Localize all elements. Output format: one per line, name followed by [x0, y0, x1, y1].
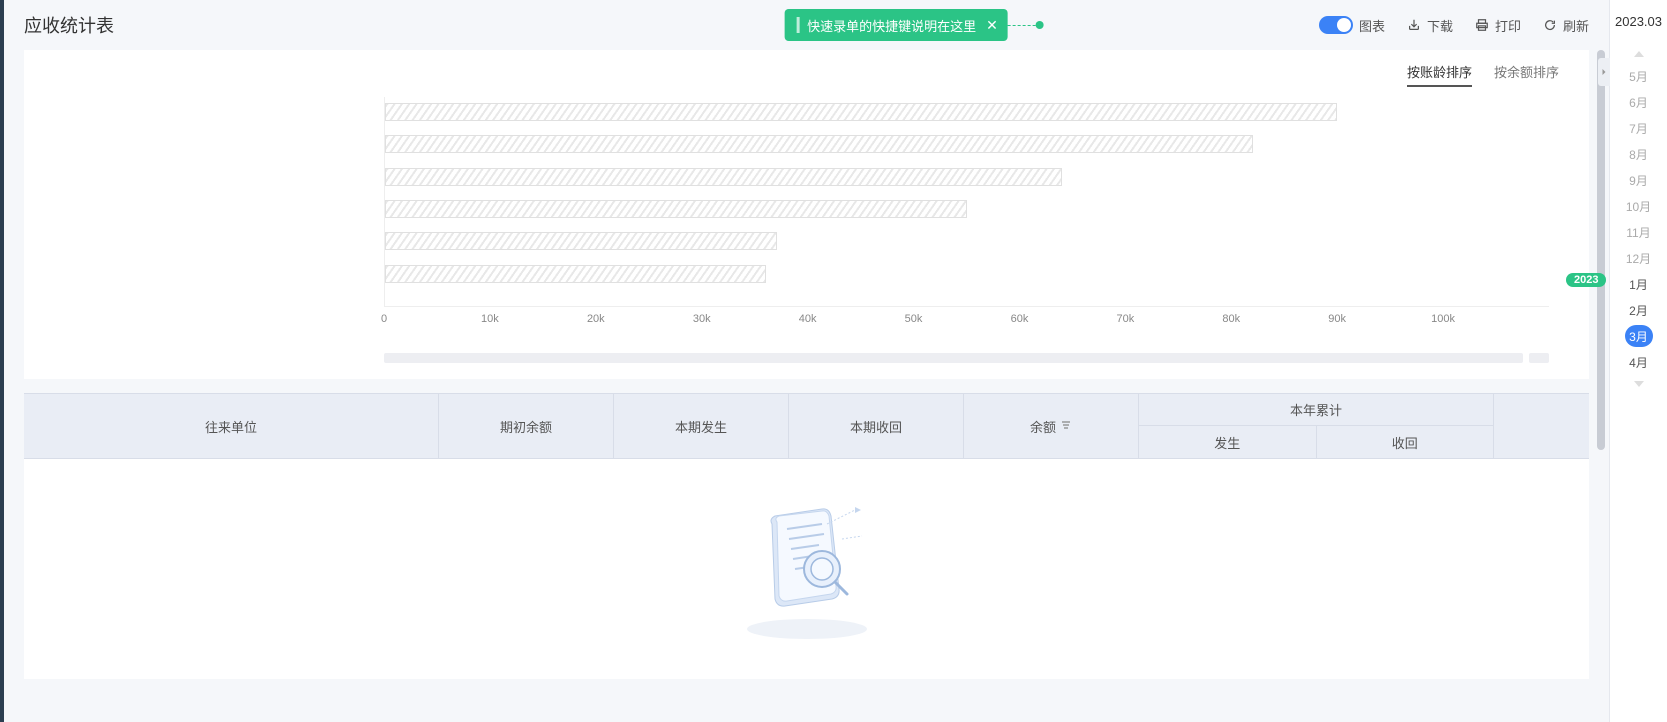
tip-accent-bar: [796, 17, 799, 33]
th-opening-balance[interactable]: 期初余额: [439, 394, 614, 458]
th-year-occur[interactable]: 发生: [1139, 426, 1317, 458]
collapse-panel-button[interactable]: [1598, 58, 1610, 86]
chart-card: 按账龄排序 按余额排序 0 10k 20k 30k 40k 50k 60k 70k 80k 90k…: [24, 50, 1589, 379]
x-axis-tick: 40k: [799, 313, 817, 325]
month-item[interactable]: 12月: [1625, 247, 1653, 269]
sort-icon[interactable]: [1060, 419, 1072, 434]
month-item[interactable]: 9月: [1625, 169, 1653, 191]
sort-by-age-tab[interactable]: 按账龄排序: [1407, 62, 1472, 87]
chart-bar[interactable]: [385, 103, 1337, 121]
bar-chart: 0 10k 20k 30k 40k 50k 60k 70k 80k 90k 100k: [24, 97, 1589, 337]
empty-illustration: [727, 494, 887, 644]
th-period-occur[interactable]: 本期发生: [614, 394, 789, 458]
print-button[interactable]: 打印: [1475, 16, 1521, 35]
sort-by-balance-tab[interactable]: 按余额排序: [1494, 62, 1559, 87]
chart-toggle[interactable]: [1319, 16, 1353, 34]
th-year-receive[interactable]: 收回: [1317, 426, 1494, 458]
download-button[interactable]: 下载: [1407, 16, 1453, 35]
slider-track[interactable]: [384, 353, 1523, 363]
month-item[interactable]: 7月: [1625, 117, 1653, 139]
download-label: 下载: [1427, 16, 1453, 35]
chart-bar[interactable]: [385, 200, 967, 218]
current-period-label: 2023.03: [1615, 0, 1662, 43]
tip-text: 快速录单的快捷键说明在这里: [807, 16, 976, 35]
empty-state: [24, 459, 1589, 679]
th-unit[interactable]: 往来单位: [24, 394, 439, 458]
page-title: 应收统计表: [24, 12, 114, 38]
close-icon[interactable]: ✕: [986, 18, 998, 32]
month-item[interactable]: 10月: [1625, 195, 1653, 217]
th-year-group: 本年累计 发生 收回: [1139, 394, 1494, 458]
x-axis-tick: 20k: [587, 313, 605, 325]
month-item[interactable]: 11月: [1625, 221, 1653, 243]
header-toolbar: 图表 下载: [1319, 16, 1589, 35]
x-axis-tick: 90k: [1328, 313, 1346, 325]
x-axis-tick: 70k: [1116, 313, 1134, 325]
month-item[interactable]: 6月: [1625, 91, 1653, 113]
year-badge: 2023: [1566, 273, 1606, 287]
x-axis-tick: 60k: [1011, 313, 1029, 325]
print-label: 打印: [1495, 16, 1521, 35]
scrollbar-thumb[interactable]: [1597, 50, 1605, 450]
month-item[interactable]: 4月: [1625, 351, 1653, 373]
month-scroll-down[interactable]: [1633, 373, 1645, 395]
chart-bar[interactable]: [385, 168, 1062, 186]
receivables-table: 往来单位 期初余额 本期发生 本期收回 余额 本年累计 发生: [24, 393, 1589, 459]
date-side-panel: 2023.03 5月6月7月8月9月10月11月12月20231月2月3月4月: [1609, 0, 1667, 722]
download-icon: [1407, 18, 1421, 32]
month-item[interactable]: 1月: [1625, 273, 1653, 295]
slider-handle[interactable]: [1529, 353, 1549, 363]
tip-connector-dot: [1036, 21, 1044, 29]
page-header: 应收统计表 快速录单的快捷键说明在这里 ✕ 图表: [4, 0, 1609, 50]
x-axis-tick: 30k: [693, 313, 711, 325]
x-axis-tick: 10k: [481, 313, 499, 325]
x-axis-tick: 50k: [905, 313, 923, 325]
table-header-row: 往来单位 期初余额 本期发生 本期收回 余额 本年累计 发生: [24, 393, 1589, 459]
shortcut-tip-banner[interactable]: 快速录单的快捷键说明在这里 ✕: [784, 9, 1008, 41]
month-item[interactable]: 5月: [1625, 65, 1653, 87]
tip-connector-line: [1008, 25, 1036, 26]
chart-range-slider[interactable]: [384, 353, 1549, 363]
chart-toggle-label: 图表: [1359, 16, 1385, 35]
chart-toggle-item[interactable]: 图表: [1319, 16, 1385, 35]
month-item[interactable]: 8月: [1625, 143, 1653, 165]
th-period-receive[interactable]: 本期收回: [789, 394, 964, 458]
chart-bar[interactable]: [385, 232, 777, 250]
month-item[interactable]: 3月: [1625, 325, 1653, 347]
month-list: 5月6月7月8月9月10月11月12月20231月2月3月4月: [1610, 65, 1667, 373]
month-item[interactable]: 2月: [1625, 299, 1653, 321]
vertical-scrollbar[interactable]: [1597, 50, 1607, 722]
x-axis-tick: 0: [381, 313, 387, 325]
th-year-total: 本年累计: [1139, 394, 1493, 426]
refresh-label: 刷新: [1563, 16, 1589, 35]
x-axis-tick: 80k: [1222, 313, 1240, 325]
month-scroll-up[interactable]: [1633, 43, 1645, 65]
print-icon: [1475, 18, 1489, 32]
th-balance[interactable]: 余额: [964, 394, 1139, 458]
sort-tabs: 按账龄排序 按余额排序: [24, 62, 1589, 87]
chart-bar[interactable]: [385, 265, 766, 283]
chart-bar[interactable]: [385, 135, 1253, 153]
refresh-icon: [1543, 18, 1557, 32]
refresh-button[interactable]: 刷新: [1543, 16, 1589, 35]
x-axis-tick: 100k: [1431, 313, 1455, 325]
